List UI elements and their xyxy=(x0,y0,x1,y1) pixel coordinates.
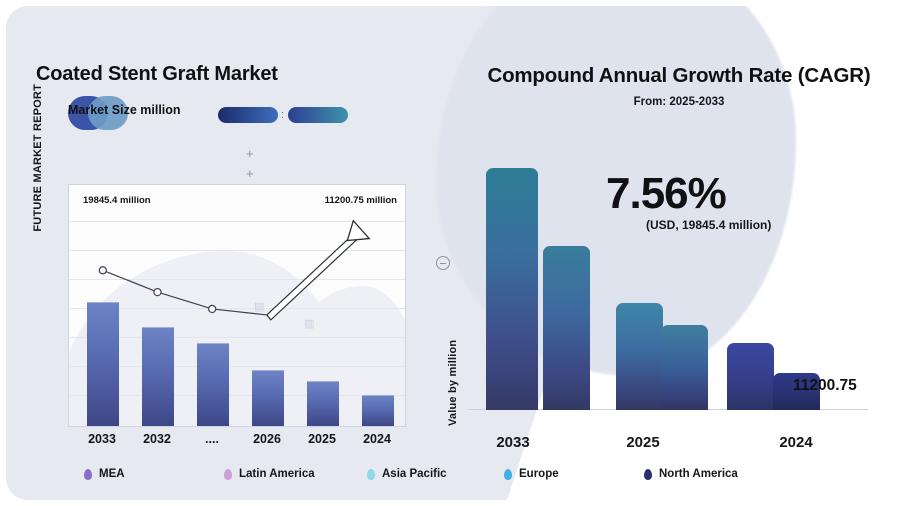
cagr-percentage-value: 7.56% xyxy=(606,169,727,218)
x-tick-label: .... xyxy=(205,432,219,446)
left-chart-y-axis-title: FUTURE MARKET REPORT xyxy=(32,84,44,232)
cagr-data-label: 11200.75 xyxy=(793,377,857,394)
left-chart-caption-end: 11200.75 million xyxy=(324,195,397,206)
trend-line xyxy=(102,269,267,316)
cagr-chart-x-axis: 2033 2025 2024 xyxy=(468,434,888,456)
x-tick-label: 2024 xyxy=(779,434,813,451)
legend-marker-icon xyxy=(644,468,652,480)
watermark-icon-1: ▤ xyxy=(254,301,265,313)
legend-item-latin-america[interactable]: Latin America xyxy=(224,468,315,480)
gridline xyxy=(69,395,405,396)
left-panel-title: Coated Stent Graft Market xyxy=(36,63,278,85)
legend-marker-icon xyxy=(367,468,375,480)
gridline xyxy=(69,366,405,367)
cagr-bar-2025-primary xyxy=(616,303,663,410)
legend-label: MEA xyxy=(99,468,125,480)
gridline xyxy=(69,221,405,222)
left-chart-bar-2024 xyxy=(362,395,394,426)
gridline xyxy=(69,308,405,309)
cagr-chart-plot-area xyxy=(468,146,888,436)
x-tick-label: 2026 xyxy=(253,432,281,446)
legend-label: Latin America xyxy=(239,468,315,480)
growth-arrow-shaft xyxy=(266,227,365,321)
left-chart-bar-2033 xyxy=(87,302,119,426)
legend-item-mea[interactable]: MEA xyxy=(84,468,125,480)
right-panel-subtitle: From: 2025-2033 xyxy=(633,96,725,108)
cagr-bar-2025-secondary xyxy=(661,325,708,410)
watermark-icon-2: ▥ xyxy=(304,318,315,330)
left-chart-secondary-axis-title: Value by million xyxy=(447,339,459,426)
cagr-bar-2033-primary xyxy=(486,168,538,410)
market-size-chip-label: Market Size million xyxy=(68,103,181,117)
gridline xyxy=(69,279,405,280)
left-chart-overlay-lines xyxy=(98,219,371,321)
legend-label: Europe xyxy=(519,468,559,480)
x-tick-label: 2032 xyxy=(143,432,171,446)
x-tick-label: 2033 xyxy=(88,432,116,446)
x-tick-label: 2025 xyxy=(308,432,336,446)
trend-point-dots xyxy=(207,304,217,314)
left-chart-x-axis: 2033 2032 .... 2026 2025 2024 xyxy=(68,432,406,452)
cagr-usd-note: (USD, 19845.4 million) xyxy=(646,218,772,232)
legend-pill-primary xyxy=(218,107,278,123)
left-chart-bar-2032 xyxy=(142,327,174,426)
gridline xyxy=(69,250,405,251)
legend-marker-icon xyxy=(84,468,92,480)
legend-marker-icon xyxy=(504,468,512,480)
trend-point-2033 xyxy=(98,266,107,275)
growth-arrow-head xyxy=(346,219,371,242)
x-tick-label: 2024 xyxy=(363,432,391,446)
left-chart-plot-area: 19845.4 million 11200.75 million ▤ ▥ xyxy=(68,184,406,427)
trend-point-2032 xyxy=(153,287,162,297)
right-panel-title: Compound Annual Growth Rate (CAGR) xyxy=(487,64,871,87)
cagr-bar-2033-secondary xyxy=(543,246,590,410)
cagr-bar-2024-primary xyxy=(727,343,774,410)
legend-item-europe[interactable]: Europe xyxy=(504,468,559,480)
left-chart-bar-2026 xyxy=(252,370,284,426)
minus-circle-icon xyxy=(436,256,450,270)
legend-pill-separator: : xyxy=(281,109,285,121)
legend-label: Asia Pacific xyxy=(382,468,447,480)
x-tick-label: 2025 xyxy=(626,434,660,451)
poster-card: Coated Stent Graft Market Market Size mi… xyxy=(6,6,894,500)
x-tick-label: 2033 xyxy=(496,434,530,451)
legend-item-north-america[interactable]: North America xyxy=(644,468,738,480)
cagr-bar-2024-secondary xyxy=(773,373,820,410)
plus-marker-icon-2: + xyxy=(246,166,254,181)
legend-label: North America xyxy=(659,468,738,480)
left-chart-caption-start: 19845.4 million xyxy=(83,195,151,206)
legend-pill-secondary xyxy=(288,107,348,123)
region-legend: MEA Latin America Asia Pacific Europe No… xyxy=(84,468,844,492)
legend-marker-icon xyxy=(224,468,232,480)
legend-item-asia-pacific[interactable]: Asia Pacific xyxy=(367,468,447,480)
plus-marker-icon-1: + xyxy=(246,146,254,161)
left-chart-bar-2025 xyxy=(307,381,339,426)
left-chart-bar-dots xyxy=(197,343,229,426)
venn-circle-light xyxy=(88,96,128,130)
gridline xyxy=(69,337,405,338)
